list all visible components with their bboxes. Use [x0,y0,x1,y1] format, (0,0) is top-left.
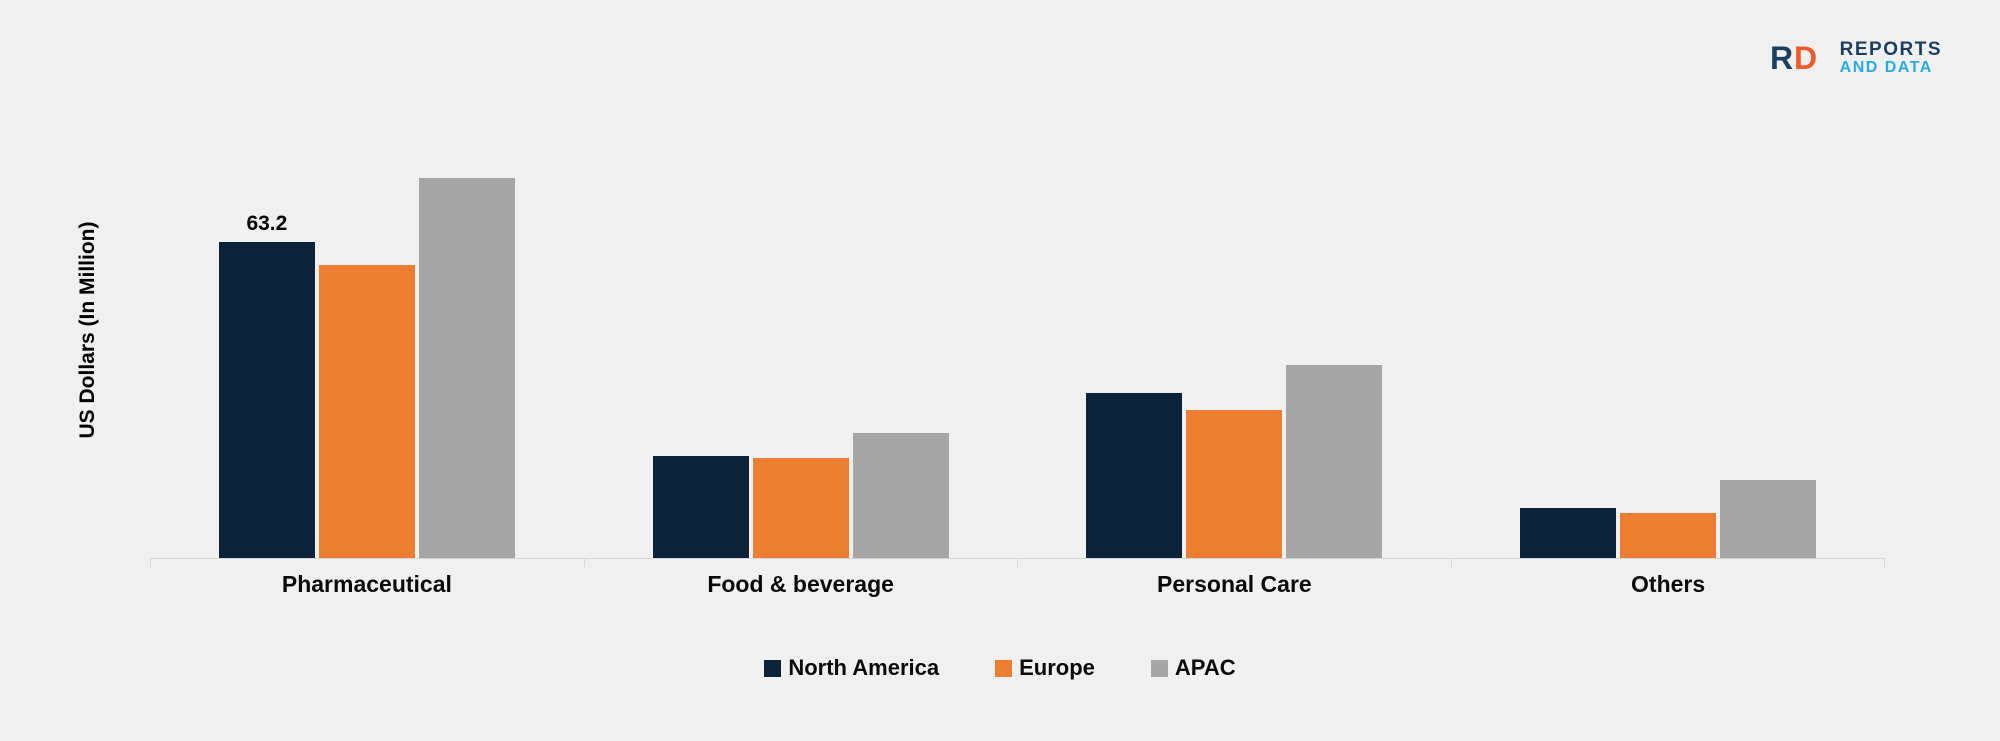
bar-slot-north-america-pharmaceutical: 63.2 [218,212,316,558]
legend: North America Europe APAC [0,655,2000,681]
bar-value-label-north-america-pharmaceutical: 63.2 [246,212,288,235]
bar-europe-others [1620,513,1717,558]
legend-label-north-america: North America [788,655,940,680]
axis-tick-cell [1452,559,1885,567]
bar-slot-apac-pharmaceutical [418,178,516,558]
legend-swatch-apac [1150,659,1168,677]
category-axis: Pharmaceutical Food & beverage Personal Ca… [150,571,1885,598]
bar-group-food-beverage [584,159,1018,558]
bar-slot-apac-others [1719,480,1817,558]
bar-north-america-personal-care [1086,393,1183,558]
bar-europe-personal-care [1186,410,1283,558]
chart-area: 63.2 Pharmaceutical Food & beverage Person… [150,159,1885,597]
axis-tick-cell [1018,559,1452,567]
plot-area: 63.2 [150,159,1885,559]
svg-text:R: R [1770,40,1793,76]
legend-label-apac: APAC [1174,655,1236,680]
legend-item-north-america: North America [764,655,939,681]
bar-slot-europe-others [1619,513,1717,558]
bar-apac-personal-care [1286,365,1383,558]
category-label-food-beverage: Food & beverage [707,571,894,597]
bar-group-others [1451,159,1885,558]
legend-label-europe: Europe [1019,655,1095,680]
bar-north-america-others [1520,508,1617,558]
bar-slot-north-america-others [1519,508,1617,558]
legend-swatch-europe [995,659,1013,677]
logo-text: REPORTS AND DATA [1840,40,1942,77]
legend-item-europe: Europe [995,655,1095,681]
bar-europe-pharmaceutical [318,265,415,558]
axis-tick-cell [150,559,585,567]
svg-text:D: D [1794,40,1817,76]
category-label-personal-care: Personal Care [1157,571,1312,597]
logo-brand-top: REPORTS [1839,39,1942,60]
category-label-pharmaceutical: Pharmaceutical [281,571,452,597]
bar-slot-europe-food-beverage [752,458,850,558]
axis-ticks [150,559,1885,567]
logo-brand-bottom: AND DATA [1839,58,1933,76]
legend-item-apac: APAC [1150,655,1236,681]
reports-and-data-logo: R D REPORTS AND DATA [1770,40,1942,77]
bar-north-america-pharmaceutical [218,242,315,558]
category-label-others: Others [1631,571,1706,597]
bar-north-america-food-beverage [652,456,749,558]
bar-slot-europe-pharmaceutical [318,265,416,558]
legend-swatch-north-america [764,659,782,677]
bar-slot-apac-personal-care [1285,365,1383,558]
bar-apac-food-beverage [852,433,949,558]
y-axis-label: US Dollars (In Million) [76,221,99,439]
bar-group-pharmaceutical: 63.2 [150,159,584,558]
bar-slot-apac-food-beverage [852,433,950,558]
axis-tick-cell [585,559,1018,567]
bar-slot-north-america-personal-care [1085,393,1183,558]
bar-slot-europe-personal-care [1185,410,1283,558]
bar-europe-food-beverage [752,458,849,558]
logo-rd-icon: R D [1770,40,1817,76]
bar-slot-north-america-food-beverage [652,456,750,558]
bar-apac-others [1720,480,1817,558]
bar-apac-pharmaceutical [418,178,515,558]
bar-group-personal-care [1018,159,1452,558]
